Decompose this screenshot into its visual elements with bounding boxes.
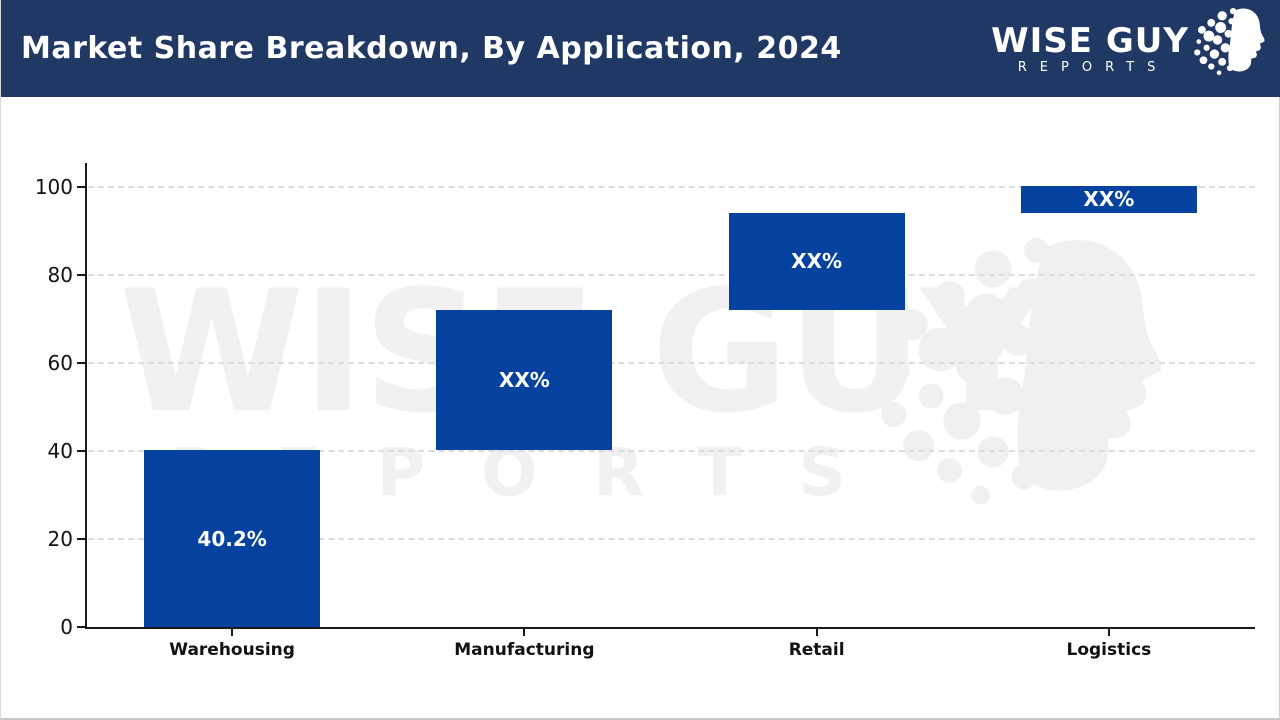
- brand-logo: WISE GUY REPORTS: [991, 4, 1280, 94]
- x-axis-line: [85, 627, 1255, 629]
- page-title: Market Share Breakdown, By Application, …: [21, 31, 842, 66]
- face-dots-icon: [1191, 4, 1269, 94]
- gridline-100: [88, 186, 1255, 188]
- brand-logo-subtitle: REPORTS: [1017, 59, 1169, 75]
- bar-manufacturing: XX%: [436, 309, 613, 451]
- x-axis-category-label: Retail: [788, 640, 845, 660]
- y-axis-tickmark: [77, 274, 85, 276]
- watermark-face-dots-icon: [869, 218, 1179, 572]
- bar-warehousing: 40.2%: [144, 450, 321, 627]
- y-axis-tick-label: 0: [60, 615, 73, 639]
- y-axis-tickmark: [77, 362, 85, 364]
- gridline-20: [88, 538, 1255, 540]
- x-axis-tickmark: [1107, 629, 1110, 636]
- y-axis-tickmark: [77, 186, 85, 188]
- y-axis-tick-label: 20: [47, 527, 73, 551]
- y-axis-tickmark: [77, 450, 85, 452]
- bar-retail: XX%: [728, 212, 905, 310]
- x-axis-tickmark: [523, 629, 526, 636]
- y-axis-tick-label: 40: [47, 439, 73, 463]
- y-axis-tick-label: 80: [47, 263, 73, 287]
- bar-value-label: XX%: [1083, 187, 1135, 212]
- brand-logo-wordmark: WISE GUY: [991, 20, 1189, 61]
- x-axis-category-label: Manufacturing: [454, 640, 595, 660]
- bar-value-label: XX%: [498, 367, 550, 392]
- x-axis-tickmark: [815, 629, 818, 636]
- y-axis-tick-label: 100: [34, 175, 73, 199]
- gridline-40: [88, 450, 1255, 452]
- y-axis-line: [85, 163, 87, 629]
- brand-logo-text: WISE GUY REPORTS: [991, 24, 1189, 74]
- bar-value-label: XX%: [791, 249, 843, 274]
- bar-value-label: 40.2%: [197, 526, 267, 551]
- y-axis-tickmark: [77, 538, 85, 540]
- bar-logistics: XX%: [1020, 185, 1197, 213]
- header-banner: Market Share Breakdown, By Application, …: [1, 0, 1280, 97]
- gridline-60: [88, 362, 1255, 364]
- x-axis-category-label: Logistics: [1066, 640, 1152, 660]
- y-axis-tick-label: 60: [47, 351, 73, 375]
- x-axis-tickmark: [231, 629, 234, 636]
- x-axis-category-label: Warehousing: [169, 640, 295, 660]
- y-axis-tickmark: [77, 626, 85, 628]
- gridline-80: [88, 274, 1255, 276]
